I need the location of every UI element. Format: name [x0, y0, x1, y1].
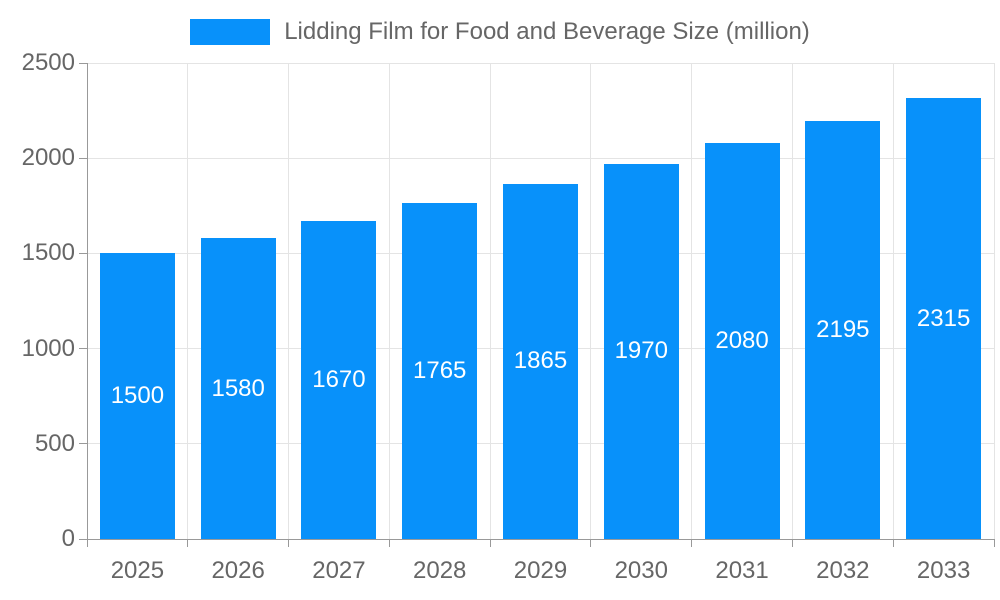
- x-axis-tick: [86, 539, 88, 547]
- h-gridline: [87, 157, 994, 159]
- x-axis-label: 2033: [916, 557, 971, 584]
- v-gridline: [590, 63, 592, 539]
- y-axis-tick: [79, 443, 87, 445]
- bar-value-label: 1865: [513, 347, 568, 375]
- x-axis-tick: [993, 539, 995, 547]
- x-axis-label: 2031: [715, 557, 769, 584]
- x-axis-tick: [489, 539, 491, 547]
- v-gridline: [288, 63, 290, 539]
- bar[interactable]: 1765: [402, 202, 478, 539]
- bar-value-label: 2315: [916, 304, 971, 332]
- bar[interactable]: 1970: [603, 163, 679, 539]
- bar-value-label: 1670: [312, 366, 366, 393]
- y-axis-label: 1000: [21, 334, 75, 362]
- v-gridline: [993, 63, 995, 539]
- x-axis-tick: [892, 539, 894, 547]
- y-axis-label: 1500: [21, 239, 75, 267]
- y-axis-tick: [79, 157, 87, 159]
- x-axis-tick: [388, 539, 390, 547]
- x-axis-label: 2027: [312, 557, 366, 584]
- v-gridline: [388, 63, 390, 539]
- x-axis-line: [87, 538, 994, 540]
- bar-value-label: 1970: [614, 337, 668, 365]
- bar-value-label: 1580: [211, 374, 265, 402]
- y-axis-line: [86, 63, 88, 539]
- y-axis-label: 0: [61, 525, 75, 552]
- legend-label: Lidding Film for Food and Beverage Size …: [284, 18, 810, 45]
- y-axis-tick: [79, 62, 87, 64]
- h-gridline: [87, 62, 994, 64]
- y-axis-tick: [79, 538, 87, 540]
- bar-value-label: 1500: [110, 382, 165, 410]
- legend-swatch: [190, 19, 271, 45]
- x-axis-label: 2032: [816, 557, 870, 584]
- y-axis-label: 2500: [21, 49, 75, 76]
- y-axis-label: 2000: [21, 144, 75, 172]
- x-axis-label: 2026: [211, 557, 265, 584]
- legend-item[interactable]: Lidding Film for Food and Beverage Size …: [0, 18, 1000, 46]
- x-axis-label: 2030: [614, 557, 668, 584]
- v-gridline: [187, 63, 189, 539]
- plot-area: 0 500 1000 1500 2000 2500 1500 2025 1580 2026 1670…: [22, 49, 995, 584]
- y-axis-tick: [79, 348, 87, 350]
- bar[interactable]: 2315: [906, 98, 982, 539]
- x-axis-label: 2025: [110, 557, 165, 584]
- x-axis-label: 2028: [413, 557, 467, 584]
- bar[interactable]: 1670: [301, 221, 377, 539]
- bar[interactable]: 1865: [502, 183, 579, 539]
- bar-value-label: 2080: [715, 326, 769, 354]
- bar[interactable]: 2195: [805, 121, 881, 539]
- x-axis-tick: [691, 539, 693, 547]
- bar[interactable]: 1580: [200, 238, 276, 539]
- x-axis-tick: [590, 539, 592, 547]
- v-gridline: [892, 63, 894, 539]
- bar-value-label: 2195: [816, 316, 870, 344]
- v-gridline: [691, 63, 693, 539]
- v-gridline: [791, 63, 793, 539]
- bar[interactable]: 1500: [99, 253, 175, 539]
- x-axis-tick: [791, 539, 793, 547]
- x-axis-tick: [288, 539, 290, 547]
- bar[interactable]: 2080: [704, 142, 780, 539]
- bar-value-label: 1765: [413, 356, 467, 384]
- v-gridline: [489, 63, 491, 539]
- x-axis-label: 2029: [513, 557, 568, 584]
- x-axis-tick: [187, 539, 189, 547]
- y-axis-tick: [79, 252, 87, 254]
- y-axis-label: 500: [34, 429, 75, 457]
